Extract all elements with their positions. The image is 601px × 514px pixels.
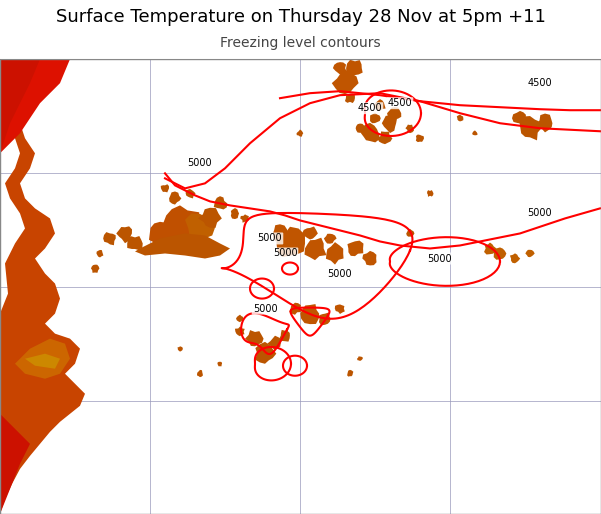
Polygon shape: [362, 251, 377, 265]
Text: 4500: 4500: [388, 98, 412, 108]
Text: Surface Temperature on Thursday 28 Nov at 5pm +11: Surface Temperature on Thursday 28 Nov a…: [55, 8, 546, 26]
Polygon shape: [0, 344, 50, 514]
Text: 5000: 5000: [258, 233, 282, 244]
Polygon shape: [374, 99, 386, 111]
Polygon shape: [406, 124, 414, 133]
Polygon shape: [335, 304, 345, 314]
Polygon shape: [231, 208, 239, 219]
Polygon shape: [289, 303, 301, 315]
Polygon shape: [538, 114, 552, 133]
Polygon shape: [357, 356, 363, 361]
Polygon shape: [472, 131, 478, 135]
Polygon shape: [218, 362, 222, 366]
Text: 5000: 5000: [188, 158, 212, 168]
Text: 5000: 5000: [528, 208, 552, 218]
Polygon shape: [332, 70, 359, 94]
Polygon shape: [347, 241, 364, 256]
Polygon shape: [512, 111, 526, 124]
Polygon shape: [25, 354, 60, 369]
Polygon shape: [163, 206, 199, 244]
Polygon shape: [427, 190, 433, 197]
Polygon shape: [0, 59, 40, 213]
Polygon shape: [91, 265, 99, 273]
Polygon shape: [345, 94, 355, 103]
Polygon shape: [160, 184, 169, 192]
Text: 5000: 5000: [252, 304, 277, 314]
Polygon shape: [510, 253, 520, 263]
Polygon shape: [267, 336, 282, 350]
Text: 5000: 5000: [273, 248, 297, 259]
Polygon shape: [236, 315, 243, 322]
Polygon shape: [15, 339, 70, 379]
Polygon shape: [103, 232, 116, 245]
Polygon shape: [169, 191, 182, 205]
Polygon shape: [493, 247, 507, 260]
Polygon shape: [276, 227, 305, 257]
Polygon shape: [519, 116, 542, 140]
Polygon shape: [326, 242, 344, 265]
Polygon shape: [387, 107, 401, 120]
Polygon shape: [214, 196, 227, 210]
Polygon shape: [346, 60, 362, 76]
Polygon shape: [356, 123, 365, 133]
Text: Freezing level contours: Freezing level contours: [220, 35, 381, 49]
Polygon shape: [347, 370, 353, 377]
Polygon shape: [127, 236, 143, 250]
Polygon shape: [96, 250, 103, 258]
Polygon shape: [149, 222, 172, 245]
Polygon shape: [135, 233, 230, 259]
Polygon shape: [235, 326, 245, 336]
Polygon shape: [324, 234, 337, 244]
Polygon shape: [484, 243, 496, 254]
Polygon shape: [245, 330, 264, 346]
Polygon shape: [319, 313, 331, 325]
Text: 4500: 4500: [358, 103, 382, 113]
Polygon shape: [197, 370, 203, 377]
Polygon shape: [0, 59, 85, 514]
Text: 5000: 5000: [428, 253, 453, 264]
Polygon shape: [361, 123, 380, 142]
Polygon shape: [300, 304, 319, 324]
Polygon shape: [177, 346, 183, 352]
Polygon shape: [302, 227, 318, 240]
Polygon shape: [240, 214, 249, 223]
Polygon shape: [185, 213, 215, 243]
Polygon shape: [382, 115, 397, 133]
Polygon shape: [0, 414, 30, 514]
Polygon shape: [296, 130, 304, 137]
Polygon shape: [406, 229, 415, 236]
Polygon shape: [186, 189, 196, 198]
Text: 4500: 4500: [528, 78, 552, 88]
Polygon shape: [273, 224, 287, 241]
Polygon shape: [255, 342, 276, 364]
Polygon shape: [305, 237, 326, 260]
Polygon shape: [416, 135, 424, 142]
Polygon shape: [116, 226, 132, 243]
Text: 5000: 5000: [328, 268, 352, 279]
Polygon shape: [525, 250, 535, 257]
Polygon shape: [377, 132, 392, 144]
Polygon shape: [457, 115, 463, 121]
Polygon shape: [333, 62, 347, 75]
Polygon shape: [198, 208, 222, 228]
Polygon shape: [0, 59, 70, 514]
Polygon shape: [279, 330, 290, 342]
Polygon shape: [370, 113, 381, 123]
